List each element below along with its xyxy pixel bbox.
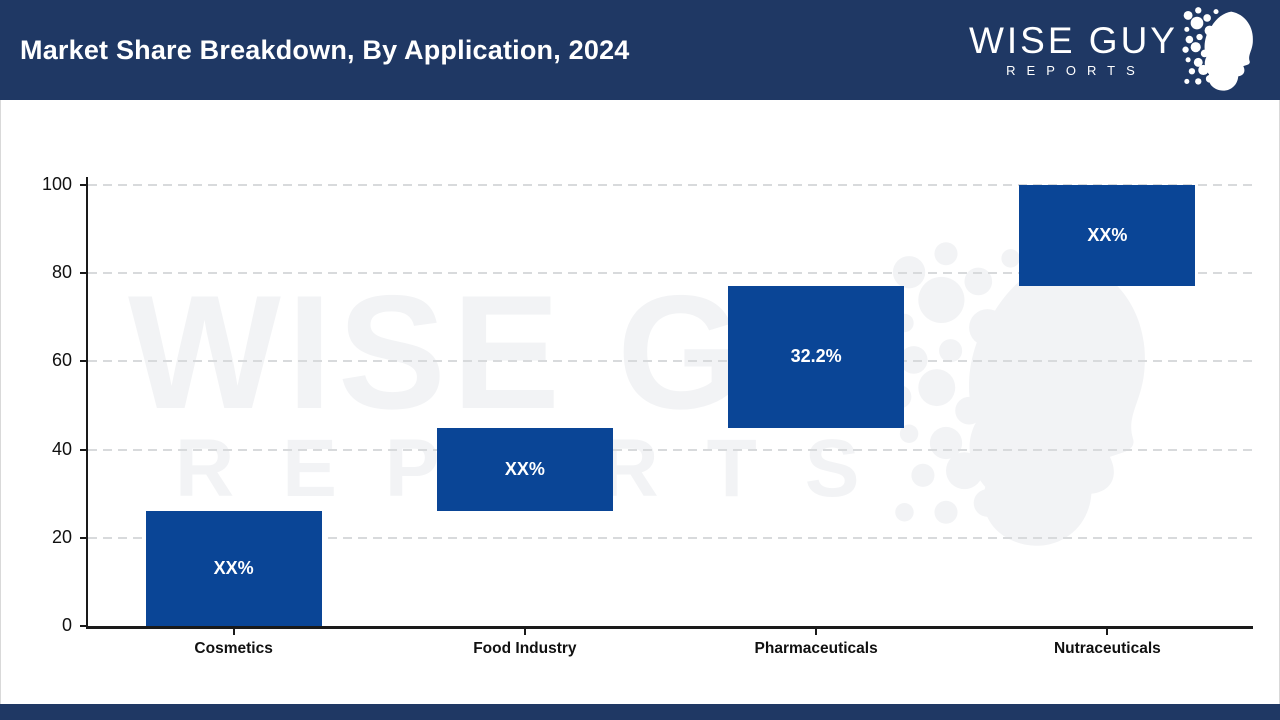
logo-wordmark: WISE GUY bbox=[968, 20, 1178, 61]
bar-cosmetics: XX% bbox=[145, 511, 322, 626]
y-tick-label-20: 20 bbox=[51, 526, 72, 547]
gridline-20 bbox=[88, 536, 1253, 539]
footer-bar bbox=[0, 704, 1280, 720]
bar-value-label-pharmaceuticals: 32.2% bbox=[790, 346, 842, 367]
bar-nutraceuticals: XX% bbox=[1019, 185, 1196, 287]
y-tick-100 bbox=[80, 184, 88, 186]
logo-face-icon bbox=[1182, 7, 1253, 91]
bar-value-label-food-industry: XX% bbox=[504, 458, 545, 479]
x-tick-nutraceuticals bbox=[1106, 626, 1109, 635]
y-tick-label-0: 0 bbox=[61, 615, 72, 635]
bar-value-label-nutraceuticals: XX% bbox=[1087, 225, 1128, 246]
y-tick-40 bbox=[80, 448, 88, 451]
x-axis-spine bbox=[86, 626, 1253, 629]
y-tick-label-80: 80 bbox=[51, 262, 72, 283]
y-tick-label-60: 60 bbox=[51, 350, 72, 371]
x-category-label-food-industry: Food Industry bbox=[473, 640, 577, 657]
y-axis-spine bbox=[86, 177, 88, 626]
page-title: Market Share Breakdown, By Application, … bbox=[20, 34, 630, 65]
bar-pharmaceuticals: 32.2% bbox=[728, 286, 905, 428]
y-tick-80 bbox=[80, 272, 88, 275]
y-tick-label-100: 100 bbox=[41, 174, 72, 194]
brand-logo: WISE GUY REPORTS bbox=[969, 4, 1266, 96]
x-category-label-cosmetics: Cosmetics bbox=[194, 640, 273, 657]
x-tick-cosmetics bbox=[232, 626, 235, 635]
gridline-60 bbox=[88, 360, 1253, 363]
y-tick-60 bbox=[80, 360, 88, 363]
x-tick-food-industry bbox=[523, 626, 526, 635]
bar-value-label-cosmetics: XX% bbox=[213, 558, 254, 579]
gridline-40 bbox=[88, 448, 1253, 451]
x-category-label-nutraceuticals: Nutraceuticals bbox=[1053, 640, 1161, 657]
gridline-100 bbox=[88, 184, 1253, 186]
x-tick-pharmaceuticals bbox=[815, 626, 818, 635]
y-tick-20 bbox=[80, 536, 88, 539]
bar-food-industry: XX% bbox=[436, 427, 613, 512]
header: Market Share Breakdown, By Application, … bbox=[0, 0, 1280, 100]
y-tick-label-40: 40 bbox=[51, 438, 72, 459]
x-category-label-pharmaceuticals: Pharmaceuticals bbox=[754, 640, 878, 657]
gridline-80 bbox=[88, 272, 1253, 275]
logo-subtitle: REPORTS bbox=[1006, 63, 1146, 78]
y-tick-0 bbox=[80, 625, 88, 627]
